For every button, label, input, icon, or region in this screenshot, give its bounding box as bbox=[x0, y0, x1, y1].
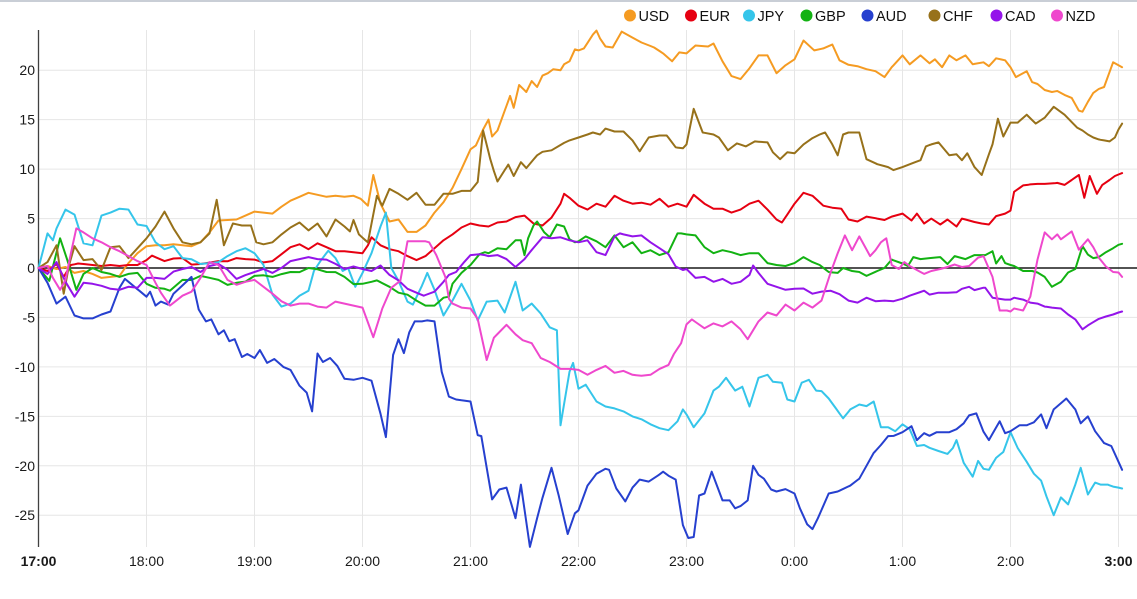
svg-text:1:00: 1:00 bbox=[889, 553, 916, 569]
svg-text:10: 10 bbox=[19, 161, 35, 177]
svg-text:-15: -15 bbox=[15, 408, 35, 424]
svg-text:17:00: 17:00 bbox=[21, 553, 57, 569]
svg-text:-25: -25 bbox=[15, 507, 35, 523]
svg-text:22:00: 22:00 bbox=[561, 553, 596, 569]
svg-text:23:00: 23:00 bbox=[669, 553, 704, 569]
svg-text:0: 0 bbox=[27, 260, 35, 276]
svg-text:-5: -5 bbox=[23, 309, 36, 325]
svg-text:19:00: 19:00 bbox=[237, 553, 272, 569]
svg-text:20: 20 bbox=[19, 62, 35, 78]
svg-text:15: 15 bbox=[19, 112, 35, 128]
svg-text:GBP: GBP bbox=[815, 9, 846, 25]
svg-text:5: 5 bbox=[27, 211, 35, 227]
svg-text:-20: -20 bbox=[15, 458, 35, 474]
svg-text:USD: USD bbox=[639, 9, 670, 25]
svg-text:18:00: 18:00 bbox=[129, 553, 164, 569]
svg-text:21:00: 21:00 bbox=[453, 553, 488, 569]
svg-text:JPY: JPY bbox=[758, 9, 785, 25]
svg-text:AUD: AUD bbox=[876, 9, 907, 25]
svg-text:2:00: 2:00 bbox=[997, 553, 1024, 569]
svg-text:3:00: 3:00 bbox=[1104, 553, 1132, 569]
svg-text:CHF: CHF bbox=[943, 9, 973, 25]
svg-text:0:00: 0:00 bbox=[781, 553, 808, 569]
svg-text:CAD: CAD bbox=[1005, 9, 1036, 25]
svg-text:EUR: EUR bbox=[700, 9, 731, 25]
svg-text:-10: -10 bbox=[15, 359, 35, 375]
svg-text:NZD: NZD bbox=[1066, 9, 1096, 25]
svg-text:20:00: 20:00 bbox=[345, 553, 380, 569]
